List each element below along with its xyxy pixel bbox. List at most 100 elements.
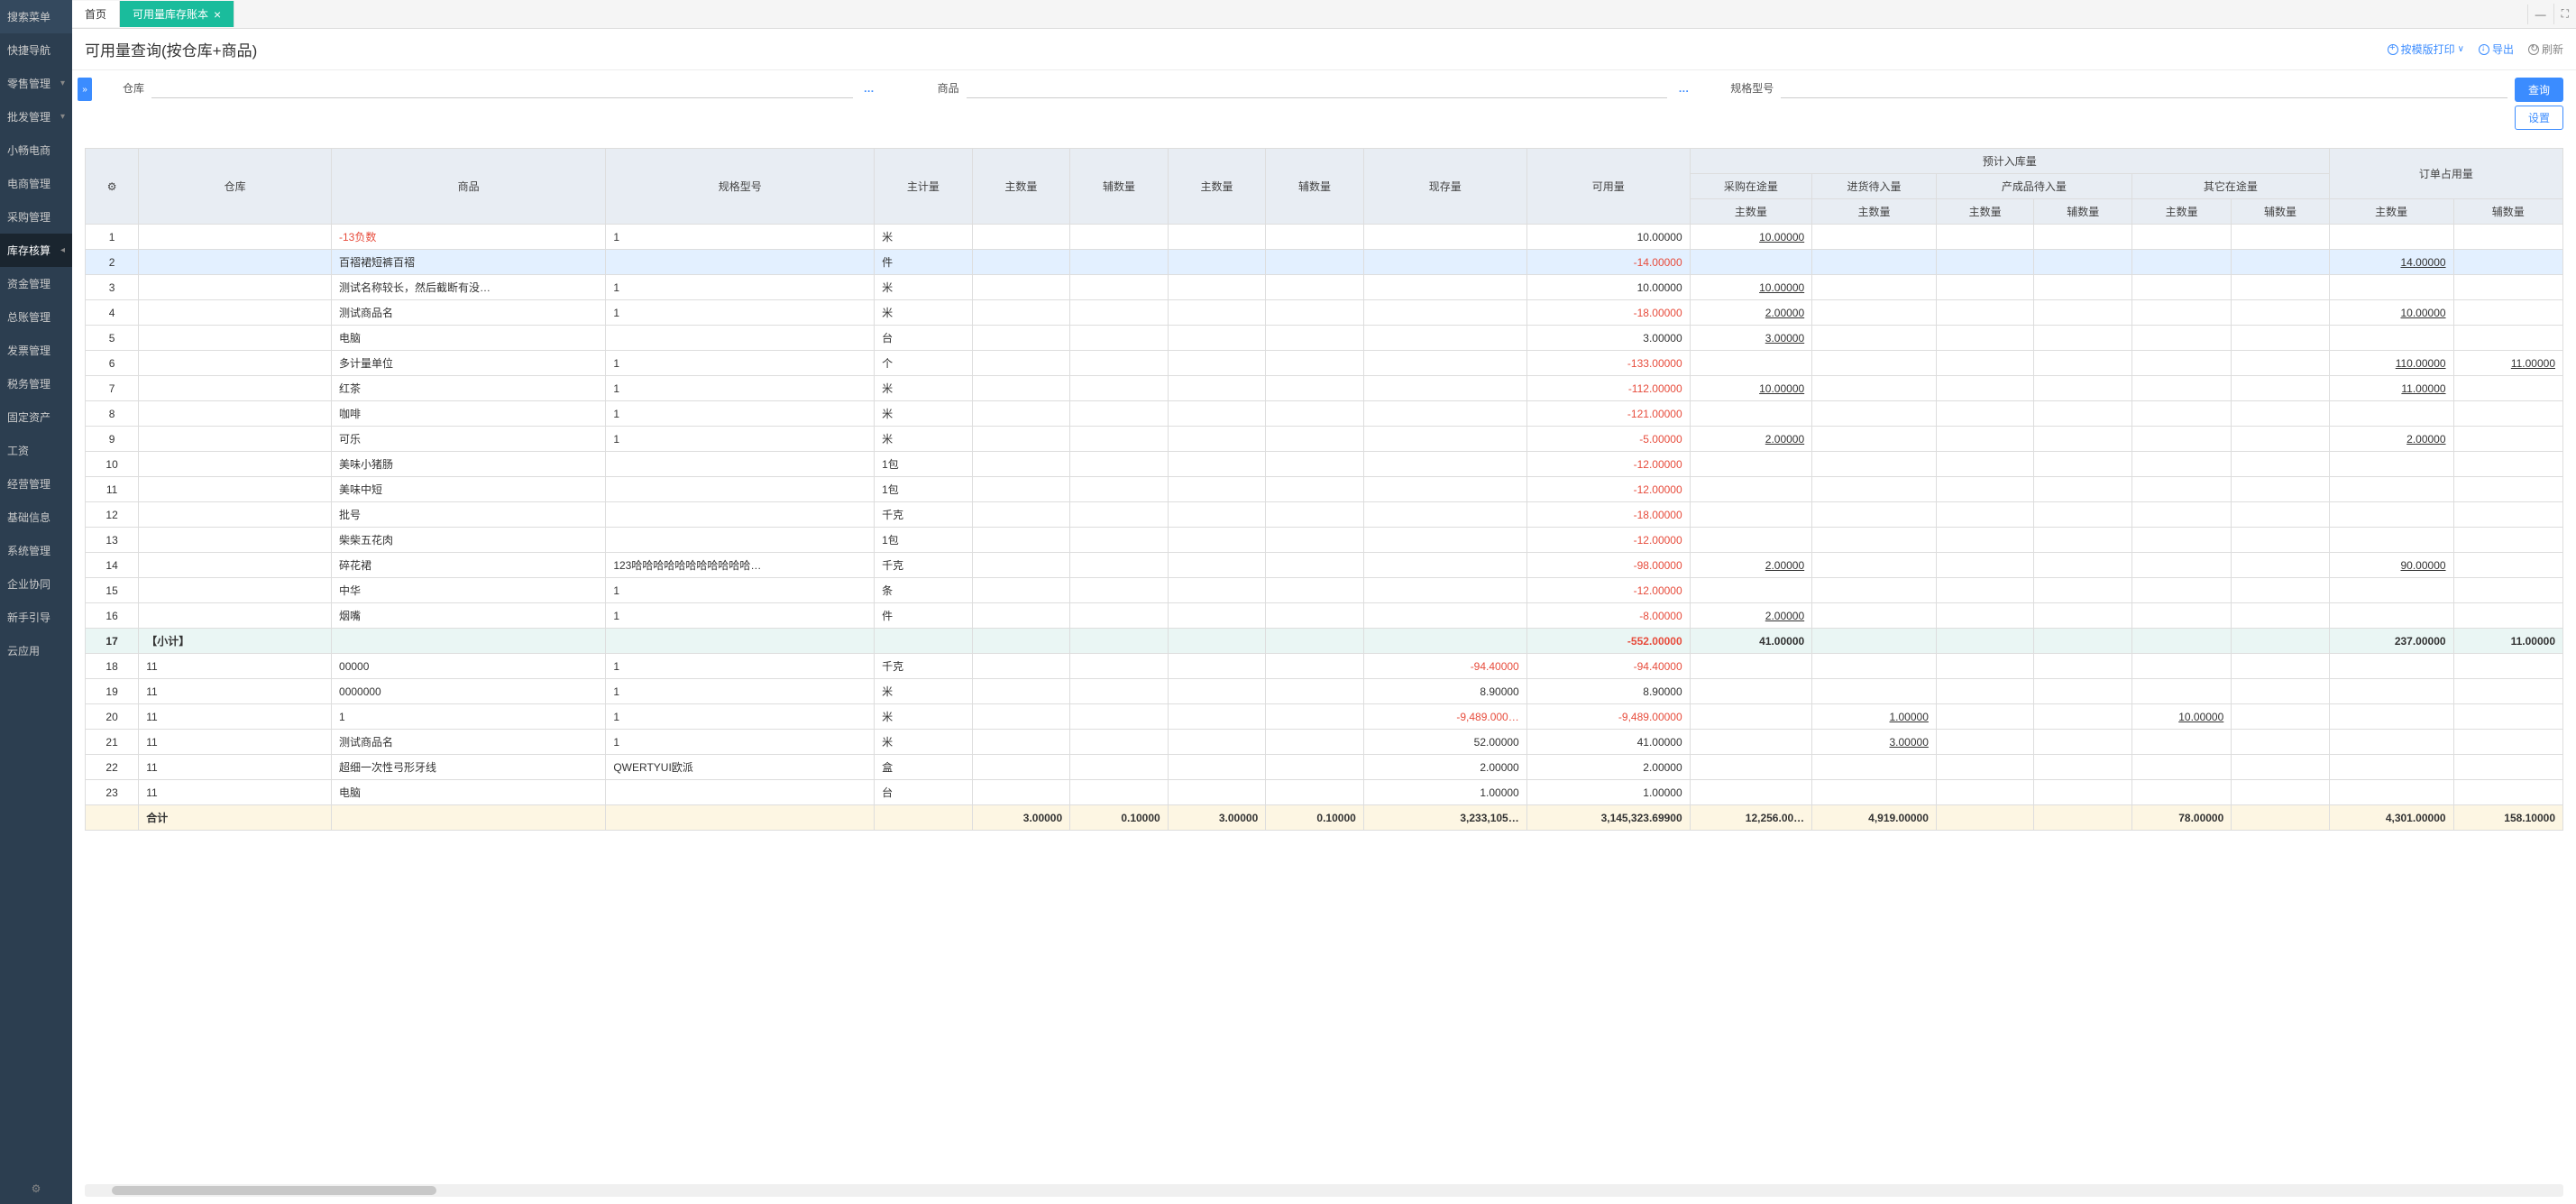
table-row[interactable]: 16烟嘴1件-8.000002.00000 [86,603,2563,629]
table-row[interactable]: 1-13负数1米10.0000010.00000 [86,225,2563,250]
tab-close-all-icon[interactable]: — [2527,5,2553,24]
table-settings-icon[interactable]: ⚙ [86,149,139,225]
filter-warehouse-input[interactable] [151,78,853,98]
value-link[interactable]: 3.00000 [1765,332,1804,345]
cell-value: 1 [613,382,619,395]
sidebar-item[interactable]: 库存核算◂ [0,234,72,267]
sidebar-item[interactable]: 系统管理 [0,534,72,567]
sidebar-item[interactable]: 云应用 [0,634,72,667]
sidebar-item[interactable]: 工资 [0,434,72,467]
query-button[interactable]: 查询 [2515,78,2563,102]
table-row[interactable]: 5电脑台3.000003.00000 [86,326,2563,351]
value-link[interactable]: 2.00000 [1765,307,1804,319]
table-row[interactable]: 9可乐1米-5.000002.000002.00000 [86,427,2563,452]
sidebar-item[interactable]: 零售管理▾ [0,67,72,100]
cell-value: 3.00000 [1219,812,1258,824]
close-icon[interactable]: × [214,7,221,22]
sidebar-item[interactable]: 批发管理▾ [0,100,72,133]
sidebar-item[interactable]: 搜索菜单 [0,0,72,33]
sidebar-item[interactable]: 总账管理 [0,300,72,334]
tab-active[interactable]: 可用量库存账本 × [120,1,234,27]
table-row[interactable]: 1811000001千克-94.40000-94.40000 [86,654,2563,679]
table-cell [1936,528,2034,553]
settings-gear-icon[interactable]: ⚙ [0,1173,72,1204]
sidebar-item[interactable]: 新手引导 [0,601,72,634]
table-cell [1266,376,1364,401]
horizontal-scrollbar[interactable] [85,1184,2563,1197]
table-cell [1070,528,1169,553]
sidebar-item[interactable]: 电商管理 [0,167,72,200]
table-row[interactable]: 2百褶裙短裤百褶件-14.0000014.00000 [86,250,2563,275]
inventory-table: ⚙ 仓库 商品 规格型号 主计量 主数量 辅数量 主数量 辅数量 现存量 可用量… [85,148,2563,831]
print-button[interactable]: 按模版打印 ∨ [2388,41,2464,57]
filter-warehouse-picker-icon[interactable]: … [860,82,878,95]
value-link[interactable]: 110.00000 [2396,357,2446,370]
table-row[interactable]: 14碎花裙123哈哈哈哈哈哈哈哈哈哈哈…千克-98.000002.0000090… [86,553,2563,578]
sidebar-item[interactable]: 快捷导航 [0,33,72,67]
table-cell [1363,275,1526,300]
sidebar-item[interactable]: 企业协同 [0,567,72,601]
scrollbar-thumb[interactable] [112,1186,436,1195]
value-link[interactable]: 10.00000 [2400,307,2445,319]
sidebar-item[interactable]: 小畅电商 [0,133,72,167]
table-cell [875,629,973,654]
table-row[interactable]: 17【小计】-552.0000041.00000237.0000011.0000… [86,629,2563,654]
value-link[interactable]: 1.00000 [1890,711,1929,723]
value-link[interactable]: 2.00000 [1765,433,1804,446]
value-link[interactable]: 11.00000 [2401,382,2445,395]
th-order-occupy: 订单占用量 [2329,149,2562,199]
value-link[interactable]: 14.00000 [2400,256,2445,269]
table-cell [2453,477,2562,502]
table-cell: 【小计】 [139,629,332,654]
table-row[interactable]: 2311电脑台1.000001.00000 [86,780,2563,805]
table-row[interactable]: 201111米-9,489.000…-9,489.000001.0000010.… [86,704,2563,730]
value-link[interactable]: 3.00000 [1890,736,1929,749]
sidebar-item[interactable]: 税务管理 [0,367,72,400]
tab-maximize-icon[interactable]: ⛶ [2553,4,2576,24]
table-cell: -121.00000 [1526,401,1690,427]
value-link[interactable]: 10.00000 [2178,711,2223,723]
value-link[interactable]: 10.00000 [1759,281,1804,294]
filter-product-input[interactable] [967,78,1668,98]
cell-value: 可乐 [339,433,361,446]
table-row[interactable]: 13柴柴五花肉1包-12.00000 [86,528,2563,553]
sidebar-item[interactable]: 采购管理 [0,200,72,234]
value-link[interactable]: 2.00000 [1765,610,1804,622]
value-link[interactable]: 90.00000 [2400,559,2445,572]
settings-button[interactable]: 设置 [2515,106,2563,130]
table-row[interactable]: 191100000001米8.900008.90000 [86,679,2563,704]
cell-value: 红茶 [339,382,361,395]
filter-product-picker-icon[interactable]: … [1674,82,1692,95]
sidebar-item[interactable]: 发票管理 [0,334,72,367]
value-link[interactable]: 10.00000 [1759,382,1804,395]
value-link[interactable]: 2.00000 [2406,433,2445,446]
table-row[interactable]: 10美味小猪肠1包-12.00000 [86,452,2563,477]
table-row[interactable]: 15中华1条-12.00000 [86,578,2563,603]
export-button[interactable]: 导出 [2479,41,2514,57]
table-row[interactable]: 8咖啡1米-121.00000 [86,401,2563,427]
table-cell [2453,578,2562,603]
table-cell: 18 [86,654,139,679]
table-row[interactable]: 6多计量单位1个-133.00000110.0000011.00000 [86,351,2563,376]
table-row[interactable]: 7红茶1米-112.0000010.0000011.00000 [86,376,2563,401]
sidebar-item[interactable]: 基础信息 [0,501,72,534]
refresh-button[interactable]: 刷新 [2528,41,2563,57]
table-row[interactable]: 11美味中短1包-12.00000 [86,477,2563,502]
value-link[interactable]: 2.00000 [1765,559,1804,572]
table-row[interactable]: 3测试名称较长，然后截断有没…1米10.0000010.00000 [86,275,2563,300]
table-cell [1936,250,2034,275]
sidebar-item[interactable]: 固定资产 [0,400,72,434]
table-row[interactable]: 4测试商品名1米-18.000002.0000010.00000 [86,300,2563,326]
filter-spec-input[interactable] [1781,78,2507,98]
collapse-filters-button[interactable]: » [78,78,92,101]
table-row[interactable]: 12批号千克-18.00000 [86,502,2563,528]
table-row[interactable]: 2211超细一次性弓形牙线QWERTYUI欧派盒2.000002.00000 [86,755,2563,780]
table-cell [1363,376,1526,401]
sidebar-item[interactable]: 经营管理 [0,467,72,501]
sidebar-item[interactable]: 资金管理 [0,267,72,300]
table-row[interactable]: 2111测试商品名1米52.0000041.000003.00000 [86,730,2563,755]
value-link[interactable]: 11.00000 [2511,357,2555,370]
tab-home[interactable]: 首页 [72,1,120,27]
th-expected-in: 预计入库量 [1690,149,2329,174]
value-link[interactable]: 10.00000 [1759,231,1804,244]
